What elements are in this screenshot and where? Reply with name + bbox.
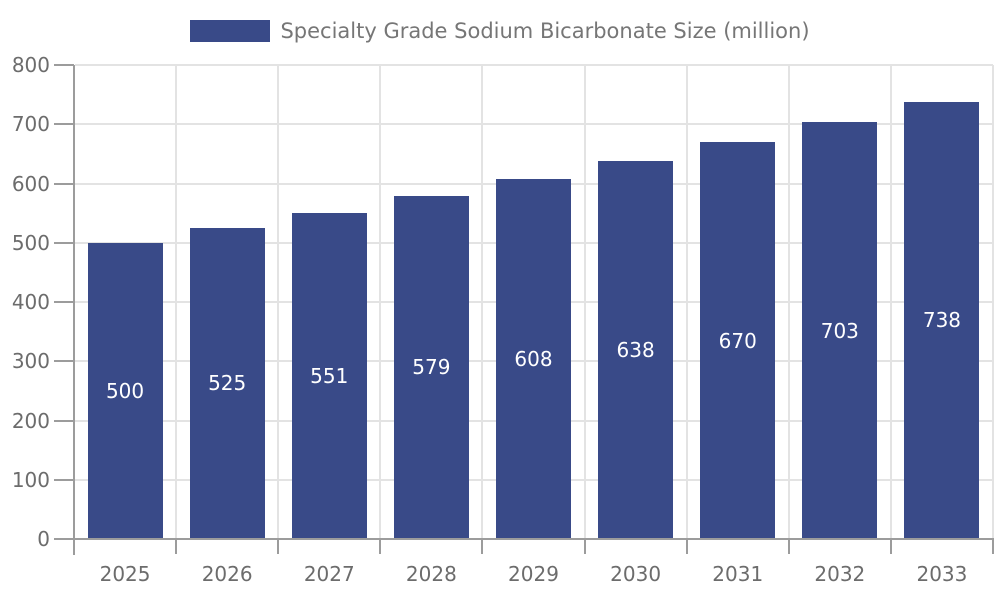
gridline-v-5 bbox=[583, 65, 586, 539]
y-axis-line bbox=[73, 65, 75, 555]
y-tick-100 bbox=[54, 478, 74, 481]
y-tick-label-300: 300 bbox=[11, 349, 50, 374]
bar-value-label-2031: 670 bbox=[718, 328, 757, 353]
x-tick-label-2031: 2031 bbox=[712, 562, 764, 586]
y-tick-label-400: 400 bbox=[11, 290, 50, 314]
bar-2030[interactable]: 638 bbox=[598, 160, 674, 539]
bar-2029[interactable]: 608 bbox=[496, 178, 571, 539]
bar-value-label-2029: 608 bbox=[514, 346, 553, 371]
y-tick-label-100: 100 bbox=[11, 467, 50, 492]
bar-value-label-2026: 525 bbox=[208, 371, 247, 396]
y-tick-600 bbox=[54, 182, 74, 185]
y-tick-0 bbox=[54, 538, 74, 540]
y-tick-label-600: 600 bbox=[11, 171, 50, 196]
x-tick-label-2033: 2033 bbox=[916, 562, 968, 586]
x-tick-3 bbox=[379, 539, 382, 554]
x-tick-6 bbox=[685, 539, 688, 554]
x-tick-label-2025: 2025 bbox=[99, 562, 151, 586]
x-tick-0 bbox=[73, 539, 75, 554]
bar-value-label-2032: 703 bbox=[820, 318, 859, 343]
x-tick-label-2030: 2030 bbox=[610, 562, 662, 586]
gridline-v-6 bbox=[685, 65, 688, 539]
y-tick-label-800: 800 bbox=[11, 53, 50, 77]
x-tick-4 bbox=[481, 539, 484, 554]
gridline-v-2 bbox=[277, 65, 280, 539]
x-tick-9 bbox=[992, 539, 994, 554]
bar-2031[interactable]: 670 bbox=[700, 142, 776, 539]
bar-value-label-2033: 738 bbox=[922, 308, 962, 333]
x-tick-label-2027: 2027 bbox=[303, 562, 355, 586]
legend-swatch bbox=[190, 20, 271, 42]
gridline-h-700 bbox=[75, 123, 993, 126]
legend[interactable]: Specialty Grade Sodium Bicarbonate Size … bbox=[0, 18, 1000, 44]
bar-value-label-2027: 551 bbox=[310, 363, 349, 388]
y-tick-label-700: 700 bbox=[11, 112, 50, 137]
x-tick-label-2029: 2029 bbox=[508, 562, 559, 586]
x-tick-2 bbox=[277, 539, 280, 554]
y-tick-200 bbox=[54, 419, 74, 422]
y-tick-400 bbox=[54, 301, 74, 303]
gridline-v-3 bbox=[379, 65, 382, 539]
bar-2027[interactable]: 551 bbox=[291, 212, 367, 539]
gridline-v-7 bbox=[787, 65, 790, 539]
y-tick-300 bbox=[54, 360, 74, 363]
y-tick-500 bbox=[54, 241, 74, 244]
gridline-h-800 bbox=[75, 64, 993, 66]
gridline-v-9 bbox=[992, 65, 994, 539]
bar-value-label-2028: 579 bbox=[412, 355, 451, 380]
x-tick-label-2028: 2028 bbox=[405, 562, 457, 586]
gridline-v-4 bbox=[481, 65, 484, 539]
x-axis-line bbox=[54, 538, 994, 540]
x-tick-8 bbox=[889, 539, 892, 554]
x-tick-1 bbox=[175, 539, 178, 554]
y-tick-label-500: 500 bbox=[11, 230, 50, 255]
bar-2025[interactable]: 500 bbox=[87, 242, 163, 539]
x-tick-label-2026: 2026 bbox=[201, 562, 253, 586]
x-tick-label-2032: 2032 bbox=[814, 562, 866, 586]
bar-2033[interactable]: 738 bbox=[904, 101, 980, 539]
bar-2032[interactable]: 703 bbox=[802, 122, 878, 539]
gridline-v-8 bbox=[889, 65, 892, 539]
bar-2028[interactable]: 579 bbox=[393, 195, 469, 539]
y-tick-label-0: 0 bbox=[37, 527, 50, 551]
y-tick-700 bbox=[54, 123, 74, 126]
bar-2026[interactable]: 525 bbox=[189, 227, 265, 539]
bar-value-label-2030: 638 bbox=[616, 337, 655, 362]
gridline-v-1 bbox=[175, 65, 178, 539]
y-tick-label-200: 200 bbox=[11, 408, 50, 433]
x-tick-5 bbox=[583, 539, 586, 554]
y-tick-800 bbox=[54, 64, 74, 66]
legend-label: Specialty Grade Sodium Bicarbonate Size … bbox=[280, 19, 810, 43]
bar-value-label-2025: 500 bbox=[105, 378, 145, 403]
x-tick-7 bbox=[787, 539, 790, 554]
